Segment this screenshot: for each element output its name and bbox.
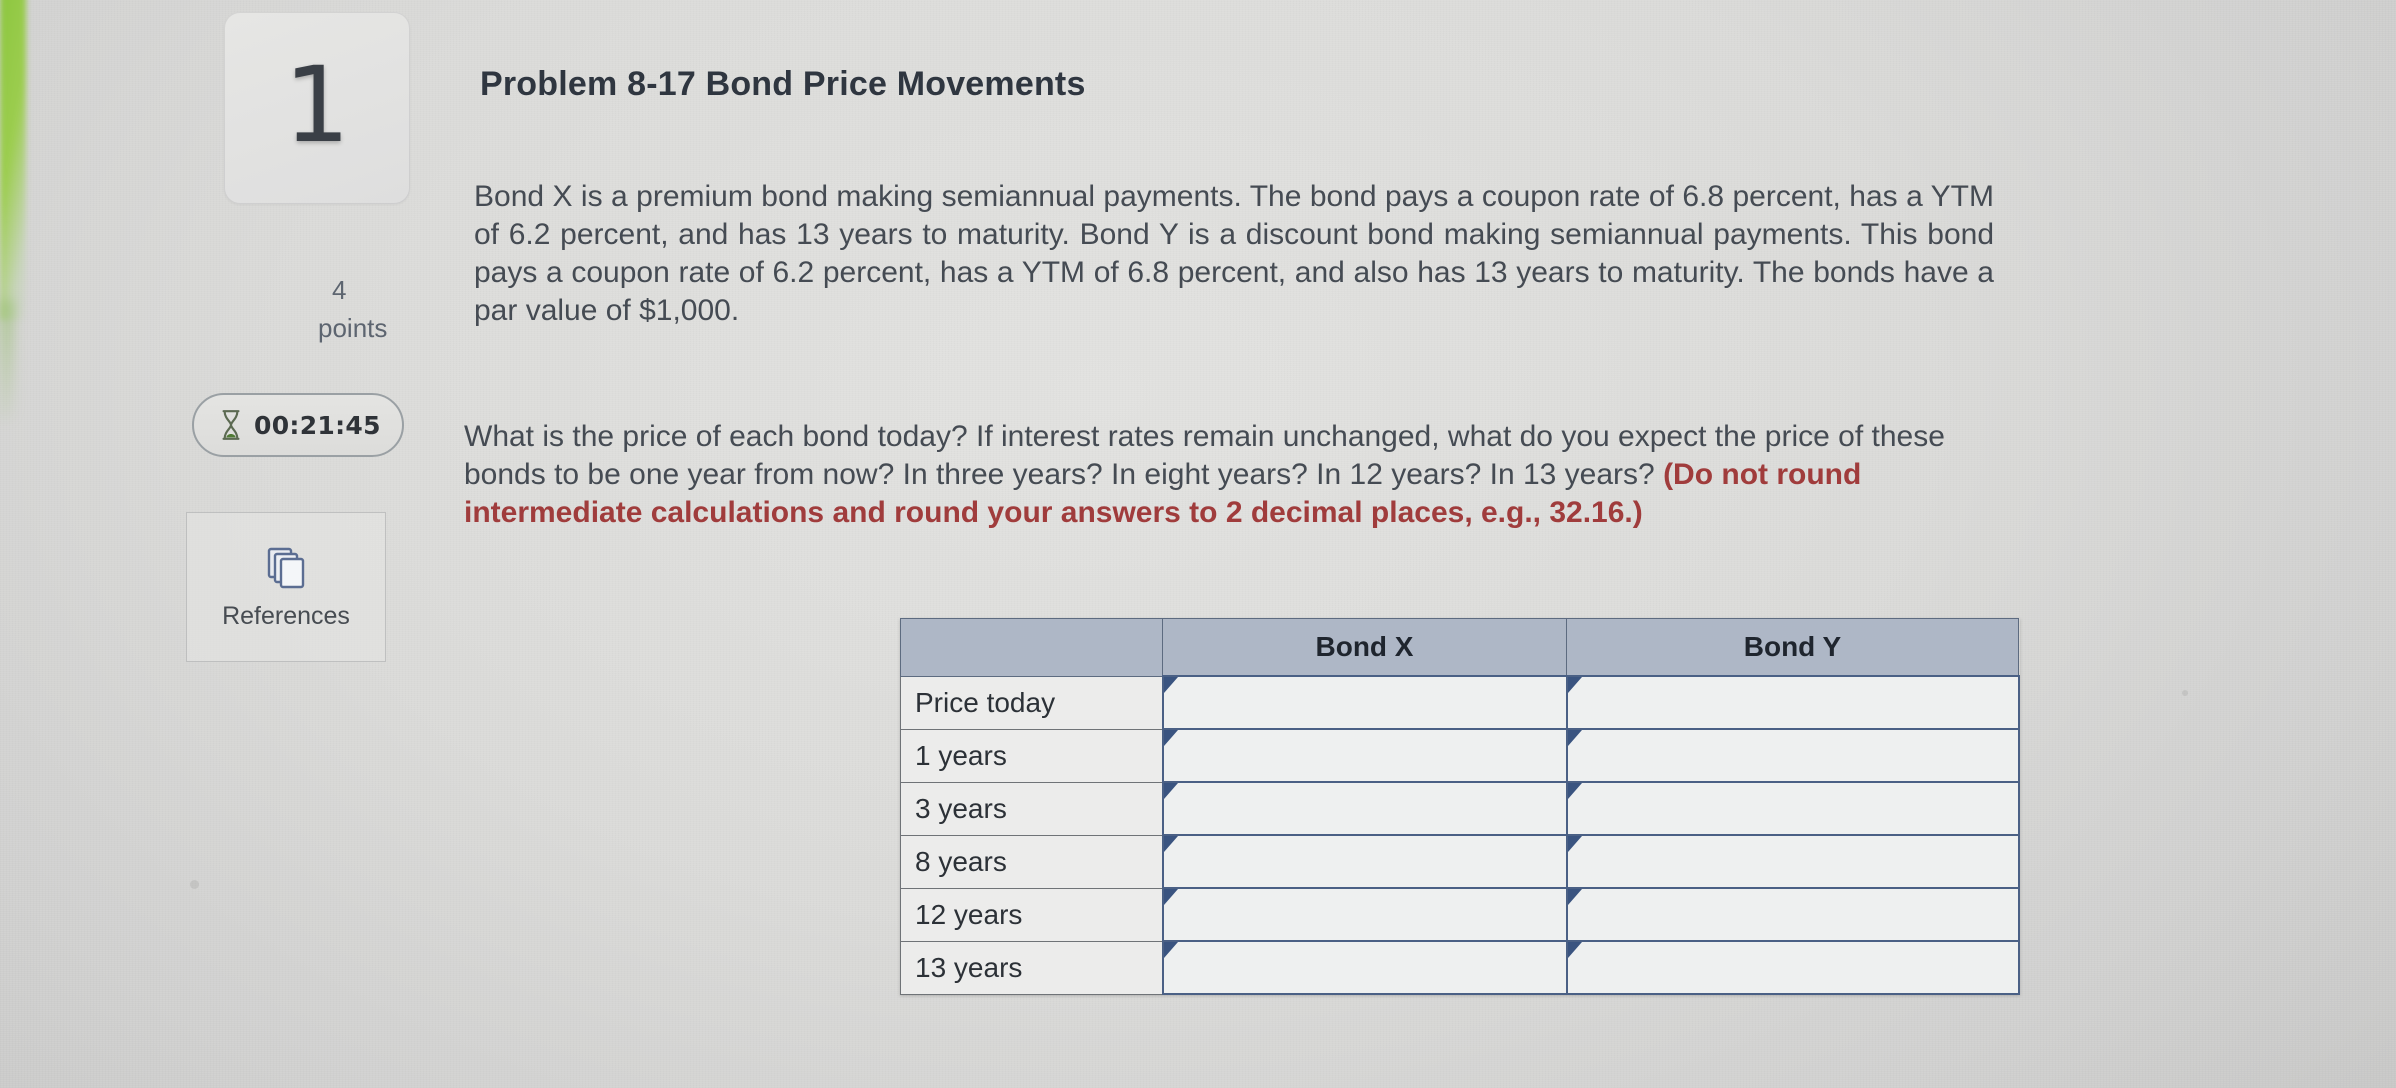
timer-value: 00:21:45 (254, 410, 381, 440)
table-header-row: Bond X Bond Y (900, 618, 2019, 677)
answer-input[interactable] (1567, 730, 2018, 781)
answer-input[interactable] (1567, 836, 2018, 887)
answer-input[interactable] (1567, 783, 2018, 834)
cell-marker-icon (1163, 942, 1178, 958)
row-label-1-years: 1 years (900, 728, 1163, 783)
row-label-12-years: 12 years (900, 887, 1163, 942)
cell-marker-icon (1163, 677, 1178, 693)
cell-marker-icon (1567, 730, 1582, 746)
row-label-3-years: 3 years (900, 781, 1163, 836)
answer-input[interactable] (1163, 783, 1566, 834)
answer-input[interactable] (1567, 942, 2018, 993)
answer-table-container: Bond X Bond Y Price today (900, 618, 2060, 995)
cell-marker-icon (1163, 730, 1178, 746)
photo-speck (1810, 430, 1817, 437)
page-title: Problem 8-17 Bond Price Movements (480, 64, 1086, 103)
points-value: 4 (332, 275, 347, 305)
stacked-pages-icon (267, 547, 305, 588)
cell-marker-icon (1567, 889, 1582, 905)
hourglass-icon (222, 410, 240, 440)
input-cell-bond-x-price-today[interactable] (1161, 675, 1568, 730)
input-cell-bond-y-price-today[interactable] (1565, 675, 2020, 730)
cell-marker-icon (1567, 783, 1582, 799)
column-header-bond-x: Bond X (1162, 618, 1567, 677)
row-label-13-years: 13 years (900, 940, 1163, 995)
green-edge-artifact-lower (0, 300, 14, 420)
input-cell-bond-y-12-years[interactable] (1565, 887, 2020, 942)
column-header-blank (900, 618, 1163, 677)
table-row: 13 years (900, 940, 2020, 995)
row-label-8-years: 8 years (900, 834, 1163, 889)
input-cell-bond-y-13-years[interactable] (1565, 940, 2020, 995)
cell-marker-icon (1163, 889, 1178, 905)
table-row: 1 years (900, 728, 2020, 783)
points-label: points (318, 313, 388, 343)
photo-speck (190, 880, 199, 889)
input-cell-bond-y-8-years[interactable] (1565, 834, 2020, 889)
intro-paragraph: Bond X is a premium bond making semiannu… (474, 180, 1994, 327)
table-row: 3 years (900, 781, 2020, 836)
cell-marker-icon (1163, 836, 1178, 852)
input-cell-bond-x-12-years[interactable] (1161, 887, 1568, 942)
question-number-badge: 1 (224, 12, 410, 204)
answer-input[interactable] (1567, 677, 2018, 728)
cell-marker-icon (1567, 836, 1582, 852)
question-text: What is the price of each bond today? If… (464, 420, 1945, 491)
cell-marker-icon (1163, 783, 1178, 799)
answer-input[interactable] (1163, 836, 1566, 887)
answer-input[interactable] (1163, 677, 1566, 728)
input-cell-bond-y-3-years[interactable] (1565, 781, 2020, 836)
input-cell-bond-x-13-years[interactable] (1161, 940, 1568, 995)
cell-marker-icon (1567, 677, 1582, 693)
answer-input[interactable] (1567, 889, 2018, 940)
answer-input[interactable] (1163, 942, 1566, 993)
cell-marker-icon (1567, 942, 1582, 958)
input-cell-bond-x-1-years[interactable] (1161, 728, 1568, 783)
answer-input[interactable] (1163, 889, 1566, 940)
table-row: Price today (900, 675, 2020, 730)
column-header-bond-y: Bond Y (1566, 618, 2019, 677)
input-cell-bond-x-3-years[interactable] (1161, 781, 1568, 836)
question-left-rail: 1 4 points 00:21:45 References (180, 0, 440, 1088)
green-edge-artifact (0, 0, 26, 320)
photo-speck (2182, 690, 2188, 696)
row-label-price-today: Price today (900, 675, 1163, 730)
question-timer[interactable]: 00:21:45 (192, 393, 404, 457)
table-row: 8 years (900, 834, 2020, 889)
rounding-note: (Do not round intermediate calculations … (464, 458, 1862, 529)
answer-table: Bond X Bond Y Price today (900, 618, 2020, 995)
input-cell-bond-y-1-years[interactable] (1565, 728, 2020, 783)
input-cell-bond-x-8-years[interactable] (1161, 834, 1568, 889)
table-row: 12 years (900, 887, 2020, 942)
question-paragraph: What is the price of each bond today? If… (464, 418, 1994, 532)
references-label: References (222, 601, 350, 630)
answer-input[interactable] (1163, 730, 1566, 781)
question-number: 1 (283, 44, 351, 166)
references-button[interactable]: References (186, 512, 386, 662)
